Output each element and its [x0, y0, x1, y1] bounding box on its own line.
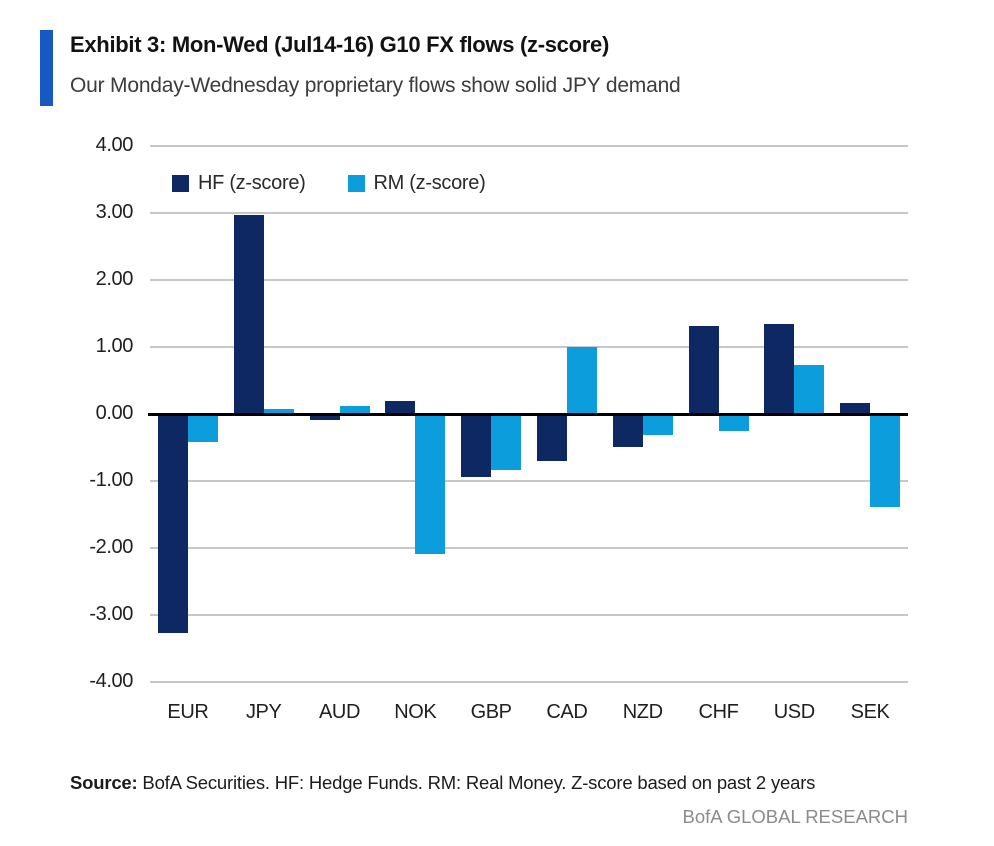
rm-legend-swatch: [347, 175, 365, 192]
bar-rm-eur: [187, 415, 218, 442]
bar-hf-nok: [385, 401, 416, 414]
bar-rm-aud: [339, 405, 370, 414]
x-axis-label-jpy: JPY: [245, 701, 282, 723]
bar-hf-eur: [157, 415, 188, 633]
bar-hf-usd: [764, 324, 795, 414]
bar-rm-sek: [870, 415, 901, 507]
y-axis-tick-label: 4.00: [95, 134, 134, 156]
x-axis-label-usd: USD: [773, 701, 815, 723]
y-axis-tick-label: -3.00: [89, 603, 133, 625]
bar-rm-chf: [718, 415, 749, 432]
gridline--3: [150, 614, 908, 616]
exhibit-subtitle: Our Monday-Wednesday proprietary flows s…: [70, 74, 681, 97]
bar-hf-cad: [536, 415, 567, 461]
gridline-4: [150, 145, 908, 147]
source-line: Source: BofA Securities. HF: Hedge Funds…: [70, 772, 930, 794]
source-label: Source:: [70, 772, 138, 793]
brand-text: BofA GLOBAL RESEARCH: [682, 806, 908, 827]
y-axis-tick-label: 1.00: [95, 335, 134, 357]
x-axis-label-sek: SEK: [850, 701, 890, 723]
y-axis-tick-label: 0.00: [95, 402, 134, 424]
source-text: BofA Securities. HF: Hedge Funds. RM: Re…: [137, 772, 816, 793]
gridline-3: [150, 212, 908, 214]
y-axis-tick-label: 3.00: [95, 201, 134, 223]
legend-item-rm: RM (z-score): [347, 172, 486, 195]
hf-legend-label: HF (z-score): [198, 172, 306, 194]
hf-legend-swatch: [172, 175, 189, 192]
bar-hf-jpy: [233, 215, 264, 414]
y-axis-tick-label: -1.00: [89, 469, 133, 491]
bar-rm-jpy: [263, 409, 294, 414]
gridline-1: [150, 346, 908, 348]
bar-hf-sek: [840, 403, 871, 414]
bar-hf-gbp: [461, 415, 492, 477]
y-axis-tick-label: -2.00: [89, 536, 133, 558]
gridline-2: [150, 279, 908, 281]
bar-rm-usd: [794, 365, 825, 414]
title-accent-bar: [40, 30, 53, 106]
rm-legend-label: RM (z-score): [373, 172, 486, 194]
x-axis-label-nok: NOK: [394, 701, 437, 723]
gridline--2: [150, 547, 908, 549]
chart-legend: HF (z-score) RM (z-score): [172, 172, 486, 195]
y-axis-tick-label: 2.00: [95, 268, 134, 290]
bar-hf-chf: [688, 325, 719, 414]
bar-rm-gbp: [491, 415, 522, 470]
bar-hf-aud: [309, 415, 340, 421]
x-axis-label-cad: CAD: [546, 701, 588, 723]
zero-axis-line: [148, 413, 908, 416]
bar-rm-nok: [415, 415, 446, 554]
exhibit-title: Exhibit 3: Mon-Wed (Jul14-16) G10 FX flo…: [70, 32, 609, 57]
legend-item-hf: HF (z-score): [172, 172, 306, 195]
bar-rm-cad: [566, 347, 597, 414]
x-axis-label-nzd: NZD: [622, 701, 663, 723]
x-axis-label-aud: AUD: [318, 701, 360, 723]
x-axis-label-eur: EUR: [167, 701, 209, 723]
x-axis-label-gbp: GBP: [470, 701, 512, 723]
x-axis-label-chf: CHF: [698, 701, 739, 723]
y-axis-tick-label: -4.00: [89, 670, 133, 692]
gridline--1: [150, 480, 908, 482]
gridline--4: [150, 681, 908, 683]
bar-hf-nzd: [612, 415, 643, 448]
bar-rm-nzd: [642, 415, 673, 436]
